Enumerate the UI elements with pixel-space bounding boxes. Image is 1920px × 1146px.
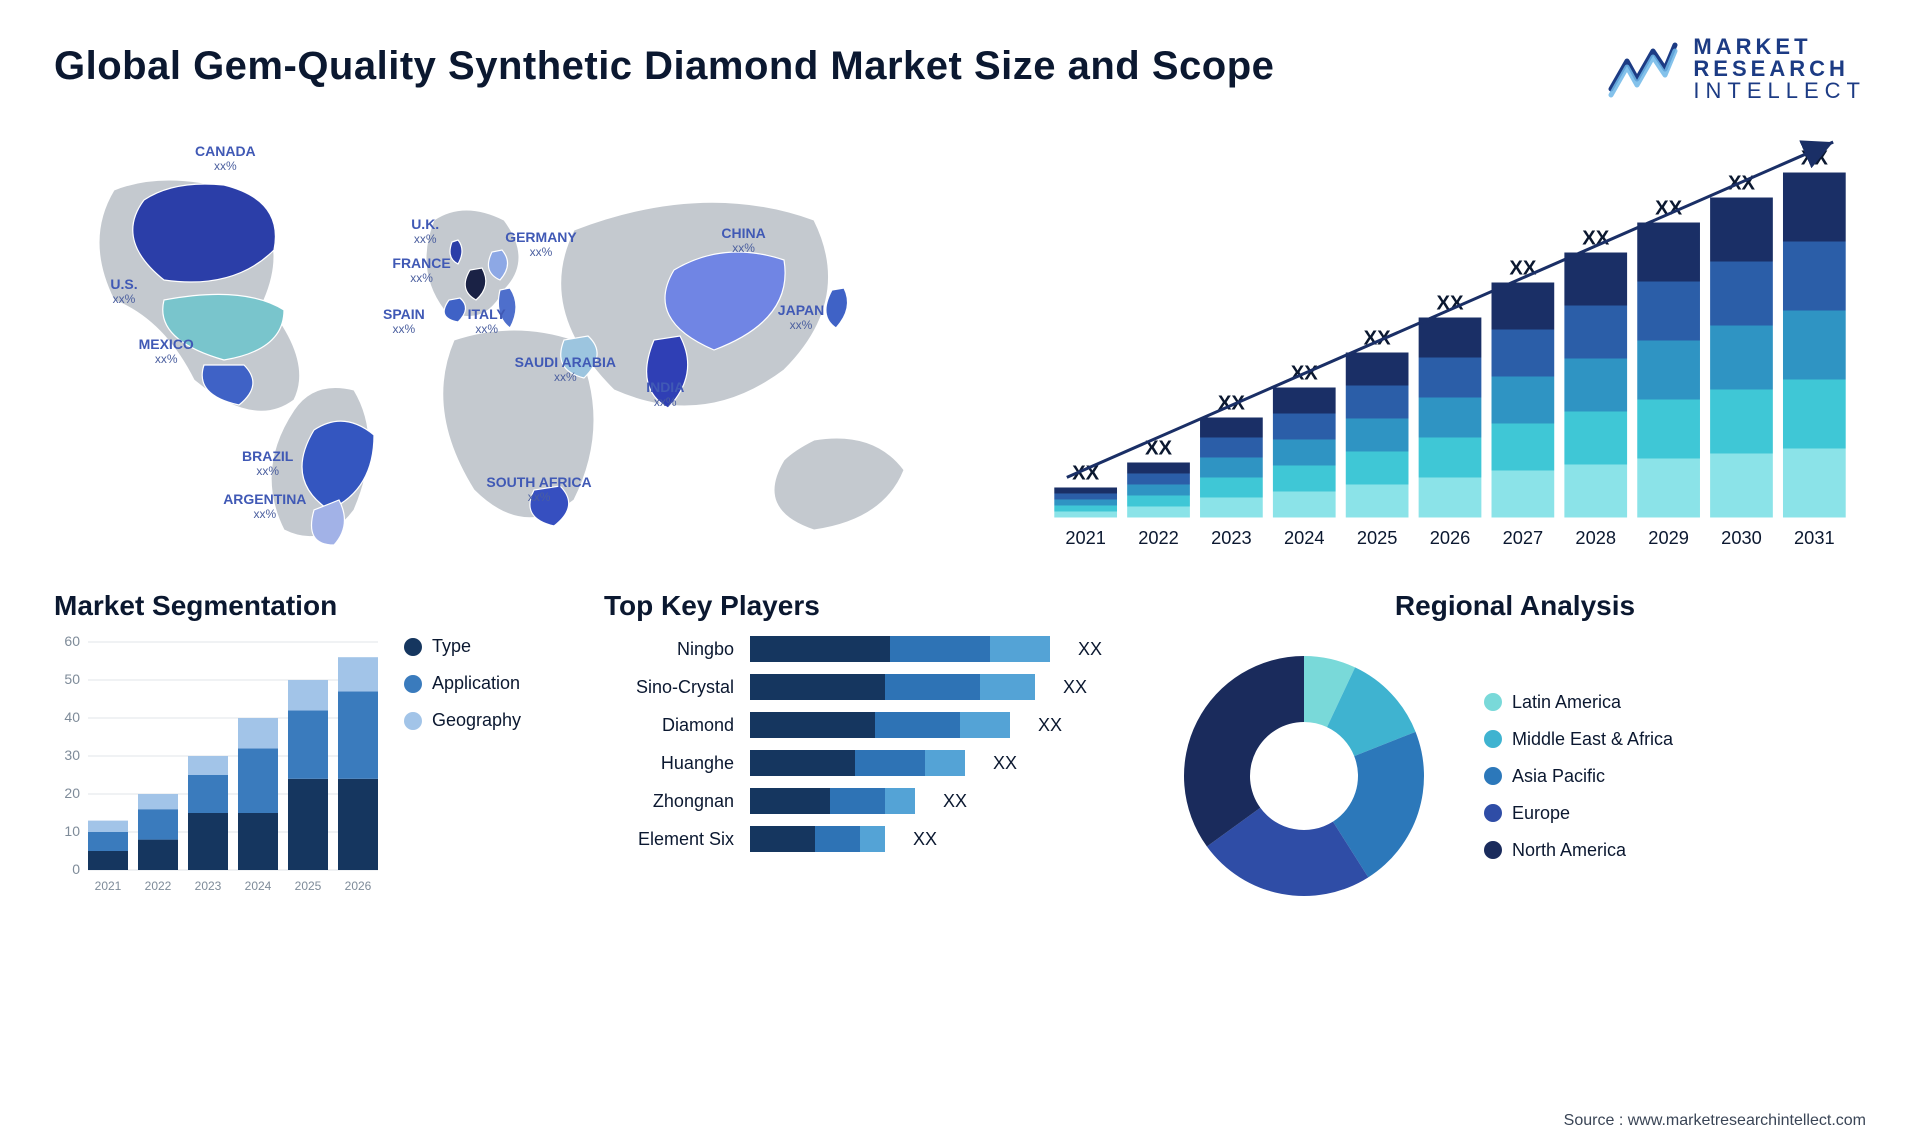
svg-text:50: 50 (64, 671, 80, 687)
player-name: Sino-Crystal (604, 677, 734, 698)
player-bar (750, 712, 1010, 738)
player-name: Diamond (604, 715, 734, 736)
player-value: XX (943, 791, 967, 812)
logo-line3: INTELLECT (1693, 80, 1866, 102)
player-row: Zhongnan XX (604, 788, 1134, 814)
world-map: CANADAxx%U.S.xx%MEXICOxx%BRAZILxx%ARGENT… (54, 130, 994, 560)
svg-text:2025: 2025 (295, 879, 322, 893)
seg-legend-item: Type (404, 636, 521, 657)
region-legend-item: Middle East & Africa (1484, 729, 1673, 750)
regional-title: Regional Analysis (1164, 590, 1866, 622)
svg-text:2021: 2021 (1065, 527, 1106, 548)
seg-legend-item: Application (404, 673, 521, 694)
region-legend-item: North America (1484, 840, 1673, 861)
svg-text:2022: 2022 (145, 879, 172, 893)
svg-text:30: 30 (64, 747, 80, 763)
player-name: Ningbo (604, 639, 734, 660)
svg-text:2021: 2021 (95, 879, 122, 893)
svg-text:2026: 2026 (345, 879, 372, 893)
source-line: Source : www.marketresearchintellect.com (1564, 1112, 1866, 1130)
svg-text:2022: 2022 (1138, 527, 1179, 548)
player-row: Ningbo XX (604, 636, 1134, 662)
players-panel: Top Key Players NingboXXSino-CrystalXXDi… (604, 560, 1134, 916)
svg-text:40: 40 (64, 709, 80, 725)
logo-line2: RESEARCH (1693, 58, 1866, 80)
player-bar (750, 636, 1050, 662)
svg-text:2024: 2024 (1284, 527, 1325, 548)
segmentation-panel: Market Segmentation 0 10 20 30 40 50 60 2021 202… (54, 560, 574, 916)
player-value: XX (993, 753, 1017, 774)
svg-text:2026: 2026 (1430, 527, 1471, 548)
segmentation-legend: Type Application Geography (404, 636, 521, 731)
svg-text:2024: 2024 (245, 879, 272, 893)
segmentation-title: Market Segmentation (54, 590, 574, 622)
svg-text:10: 10 (64, 823, 80, 839)
region-legend-item: Asia Pacific (1484, 766, 1673, 787)
regional-donut (1164, 636, 1444, 916)
page-title: Global Gem-Quality Synthetic Diamond Mar… (54, 44, 1274, 89)
players-title: Top Key Players (604, 590, 1134, 622)
regional-panel: Regional Analysis Latin America Middle Ea… (1164, 560, 1866, 916)
player-name: Element Six (604, 829, 734, 850)
svg-text:2030: 2030 (1721, 527, 1762, 548)
svg-text:2031: 2031 (1794, 527, 1835, 548)
svg-text:60: 60 (64, 636, 80, 649)
svg-text:2028: 2028 (1575, 527, 1616, 548)
svg-text:2025: 2025 (1357, 527, 1398, 548)
svg-text:2023: 2023 (195, 879, 222, 893)
segmentation-chart: 0 10 20 30 40 50 60 2021 2022 2023 2024 2025 2026 (54, 636, 384, 896)
regional-legend: Latin America Middle East & Africa Asia Pa… (1484, 692, 1673, 861)
player-bar (750, 674, 1035, 700)
player-bar (750, 826, 885, 852)
svg-text:2029: 2029 (1648, 527, 1689, 548)
svg-text:2023: 2023 (1211, 527, 1252, 548)
player-value: XX (1078, 639, 1102, 660)
player-value: XX (1063, 677, 1087, 698)
player-value: XX (913, 829, 937, 850)
region-legend-item: Europe (1484, 803, 1673, 824)
svg-text:2027: 2027 (1503, 527, 1544, 548)
svg-text:0: 0 (72, 861, 80, 877)
logo-line1: MARKET (1693, 36, 1866, 58)
svg-text:20: 20 (64, 785, 80, 801)
header: Global Gem-Quality Synthetic Diamond Mar… (54, 36, 1866, 102)
seg-legend-item: Geography (404, 710, 521, 731)
player-bar (750, 788, 915, 814)
player-row: Diamond XX (604, 712, 1134, 738)
player-value: XX (1038, 715, 1062, 736)
growth-chart: XX2021XX2022XX2023XX2024XX2025XX2026XX20… (1034, 130, 1866, 560)
player-row: Element Six XX (604, 826, 1134, 852)
player-name: Huanghe (604, 753, 734, 774)
region-legend-item: Latin America (1484, 692, 1673, 713)
player-bar (750, 750, 965, 776)
logo-mark-icon (1607, 39, 1679, 99)
player-name: Zhongnan (604, 791, 734, 812)
brand-logo: MARKET RESEARCH INTELLECT (1607, 36, 1866, 102)
player-row: Huanghe XX (604, 750, 1134, 776)
player-row: Sino-Crystal XX (604, 674, 1134, 700)
